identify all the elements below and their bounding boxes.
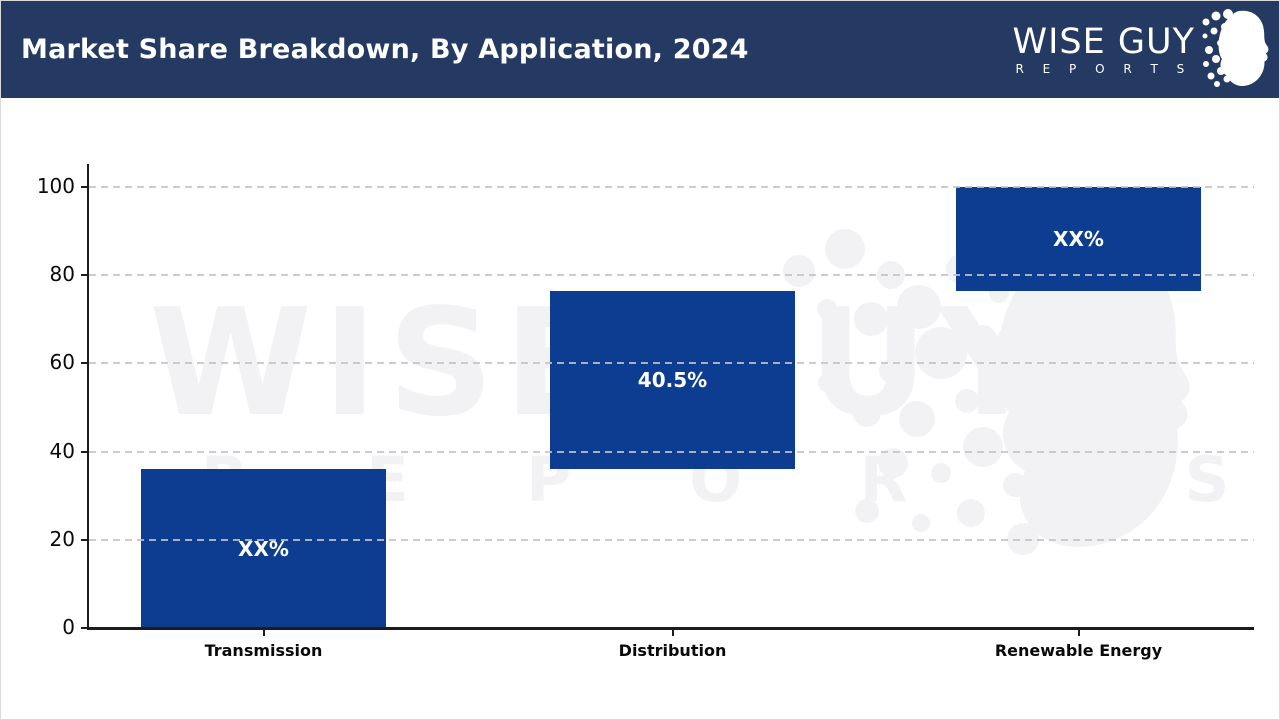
bar-distribution: 40.5%	[550, 290, 795, 470]
y-axis-line	[87, 164, 89, 630]
bar-renewable-energy: XX%	[956, 187, 1201, 291]
x-tick-mark	[1077, 628, 1080, 636]
x-axis-line	[87, 627, 1254, 630]
y-tick-label: 100	[36, 174, 75, 198]
brand-name: WISE GUY	[1012, 22, 1195, 63]
x-tick-mark	[262, 628, 265, 636]
bar-value-label: XX%	[1053, 226, 1104, 251]
bar-value-label: 40.5%	[637, 367, 708, 392]
y-tick-mark	[81, 450, 89, 453]
brand-subname: R E P O R T S	[1015, 61, 1192, 76]
y-tick-label: 80	[49, 262, 75, 287]
x-category-label-renewable-energy: Renewable Energy	[994, 641, 1163, 660]
gridline-y80	[89, 274, 1254, 277]
y-tick-label: 60	[49, 350, 75, 375]
brand-head-icon	[1202, 9, 1269, 87]
page-title: Market Share Breakdown, By Application, …	[21, 34, 749, 65]
x-category-label-distribution: Distribution	[618, 641, 727, 660]
gridline-y100	[89, 186, 1254, 188]
y-tick-mark	[81, 186, 89, 188]
brand-logo: WISE GUY R E P O R T S	[1012, 7, 1269, 93]
y-tick-mark	[81, 274, 89, 277]
y-tick-mark	[81, 538, 89, 541]
x-tick-mark	[671, 628, 674, 636]
y-tick-label: 20	[49, 526, 75, 551]
y-tick-label: 40	[49, 438, 75, 463]
gridline-y40	[89, 450, 1254, 453]
gridline-y60	[89, 362, 1254, 365]
y-tick-mark	[81, 362, 89, 365]
gridline-y20	[89, 538, 1254, 541]
y-tick-label: 0	[62, 615, 75, 639]
bar-transmission: XX%	[141, 469, 386, 628]
watermark-head-logo	[771, 229, 1190, 555]
header-bar: Market Share Breakdown, By Application, …	[1, 1, 1279, 98]
y-tick-mark	[81, 627, 89, 629]
brand-logo-text: WISE GUY R E P O R T S	[1012, 24, 1195, 76]
x-category-label-transmission: Transmission	[204, 641, 323, 660]
